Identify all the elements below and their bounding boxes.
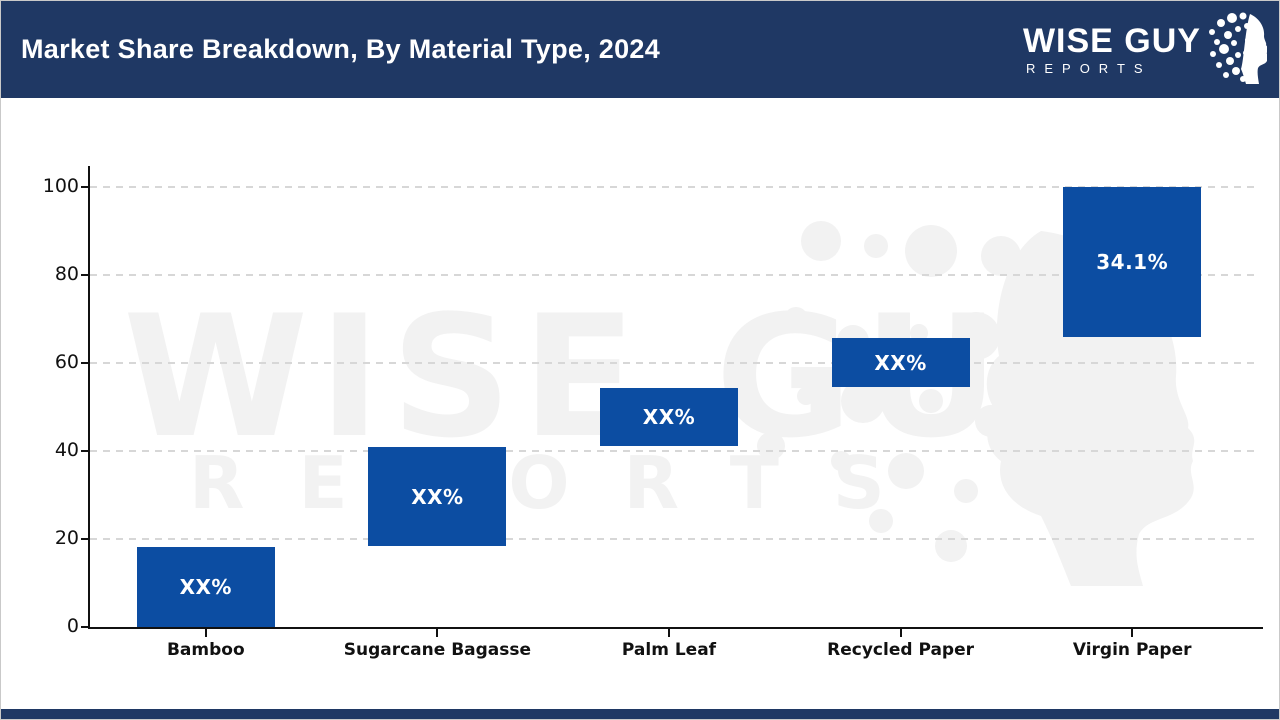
page-title: Market Share Breakdown, By Material Type…: [21, 34, 661, 64]
bar: 34.1%: [1063, 187, 1202, 338]
bar-value-label: XX%: [411, 484, 464, 509]
x-tick-mark: [899, 629, 902, 637]
x-axis-label: Bamboo: [166, 640, 245, 660]
grid-line: [90, 274, 1256, 276]
bar: XX%: [600, 388, 738, 447]
x-tick-mark: [204, 629, 207, 637]
brand-logo-text: WISE GUY REPORTS: [1023, 24, 1201, 76]
y-tick-mark: [81, 186, 90, 188]
y-tick-label: 100: [42, 175, 79, 197]
y-tick-label: 40: [54, 439, 79, 461]
y-tick-mark: [81, 274, 90, 276]
y-tick-mark: [81, 538, 90, 540]
x-axis-label: Palm Leaf: [621, 640, 717, 660]
bar: XX%: [136, 546, 275, 627]
header-bar: Market Share Breakdown, By Material Type…: [1, 1, 1279, 98]
x-axis-label: Sugarcane Bagasse: [343, 640, 532, 660]
y-tick-label: 0: [66, 615, 79, 637]
x-tick-mark: [668, 629, 670, 637]
bar-value-label: XX%: [179, 574, 232, 599]
y-tick-label: 60: [54, 351, 79, 373]
grid-line: [90, 450, 1256, 452]
y-axis-spine: [88, 166, 90, 629]
logo-wordmark: WISE GUY: [1022, 21, 1201, 60]
x-tick-mark: [436, 629, 439, 637]
y-tick-mark: [81, 362, 90, 364]
bar-value-label: 34.1%: [1096, 250, 1169, 275]
x-axis-label: Recycled Paper: [827, 640, 975, 660]
brand-logo: WISE GUY REPORTS: [1023, 10, 1267, 90]
bar: XX%: [831, 337, 970, 388]
bar: XX%: [368, 447, 507, 547]
grid-line: [90, 186, 1256, 188]
bar-value-label: XX%: [874, 350, 927, 375]
grid-line: [90, 538, 1256, 540]
x-tick-mark: [1131, 629, 1134, 637]
y-tick-label: 20: [54, 527, 79, 549]
bar-value-label: XX%: [642, 405, 696, 430]
y-tick-mark: [81, 626, 90, 628]
x-axis-label: Virgin Paper: [1072, 640, 1192, 660]
logo-subtitle: REPORTS: [1025, 60, 1152, 76]
logo-head-icon: [1209, 12, 1267, 84]
x-axis-spine: [88, 627, 1263, 629]
y-tick-mark: [81, 450, 90, 452]
y-tick-label: 80: [54, 263, 79, 285]
footer-bar: [1, 709, 1279, 719]
grid-line: [90, 362, 1256, 364]
